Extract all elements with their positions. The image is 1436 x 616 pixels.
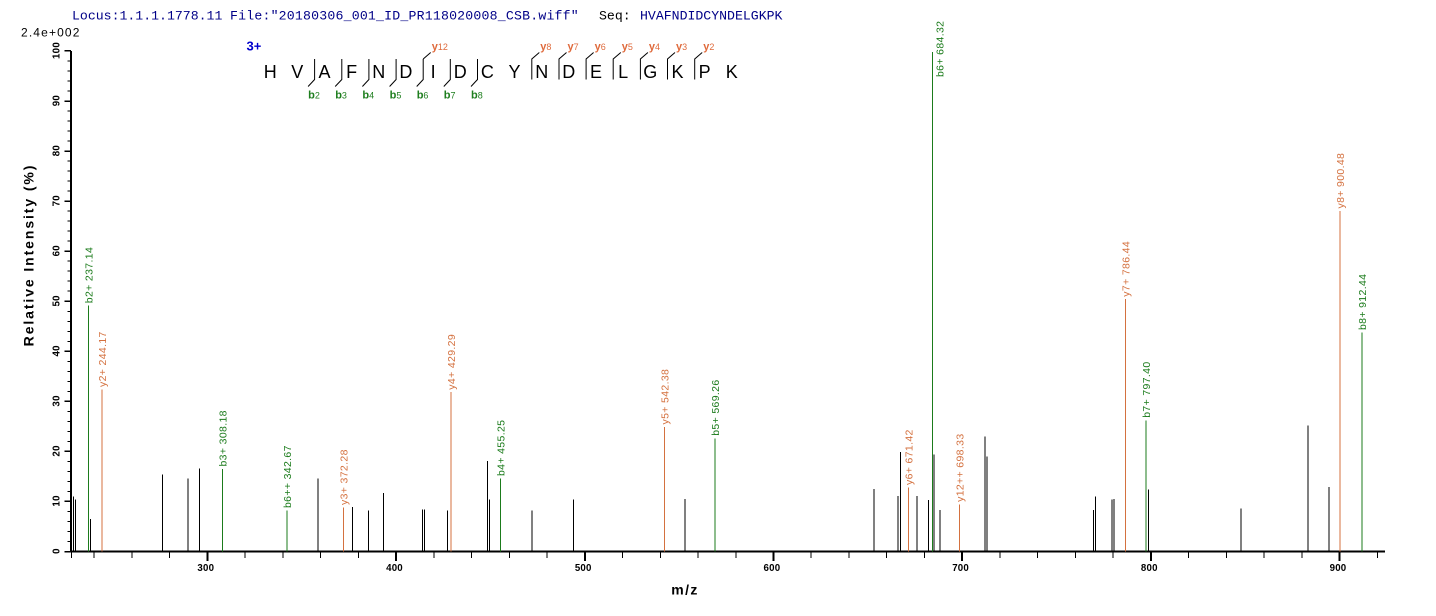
svg-text:D: D (562, 62, 575, 82)
svg-text:C: C (481, 62, 494, 82)
svg-text:y4+ 429.29: y4+ 429.29 (446, 334, 458, 390)
svg-text:Relative Intensity (%): Relative Intensity (%) (21, 164, 37, 347)
svg-text:3+: 3+ (247, 39, 262, 54)
svg-text:y6+ 671.42: y6+ 671.42 (903, 429, 915, 485)
svg-text:D: D (454, 62, 467, 82)
svg-text:b5: b5 (390, 90, 402, 102)
svg-text:20: 20 (51, 445, 62, 456)
svg-text:V: V (291, 62, 303, 82)
svg-text:2.4e+002: 2.4e+002 (21, 26, 81, 40)
svg-text:b5+ 569.26: b5+ 569.26 (710, 379, 722, 435)
svg-text:E: E (590, 62, 602, 82)
svg-text:P: P (699, 62, 711, 82)
svg-text:Y: Y (508, 62, 520, 82)
svg-text:b7+ 797.40: b7+ 797.40 (1141, 361, 1153, 417)
svg-text:y12++ 698.33: y12++ 698.33 (954, 433, 966, 501)
svg-text:y6: y6 (595, 41, 606, 53)
svg-text:y5: y5 (622, 41, 633, 53)
svg-text:y8+ 900.48: y8+ 900.48 (1335, 153, 1347, 209)
svg-text:b6++ 342.67: b6++ 342.67 (282, 445, 294, 508)
svg-text:30: 30 (51, 395, 62, 406)
svg-text:L: L (618, 62, 628, 82)
svg-text:Locus:1.1.1.1778.11: Locus:1.1.1.1778.11 (72, 9, 222, 24)
svg-text:500: 500 (575, 563, 592, 574)
svg-text:K: K (726, 62, 738, 82)
svg-text:b6+ 684.32: b6+ 684.32 (934, 21, 946, 77)
svg-text:y3+ 372.28: y3+ 372.28 (339, 449, 351, 505)
svg-text:0: 0 (51, 548, 62, 554)
svg-text:b6: b6 (417, 90, 429, 102)
svg-text:y7+ 786.44: y7+ 786.44 (1121, 241, 1133, 297)
svg-text:60: 60 (51, 245, 62, 256)
svg-text:y5+ 542.38: y5+ 542.38 (660, 369, 672, 425)
svg-text:80: 80 (51, 145, 62, 156)
svg-text:300: 300 (197, 563, 214, 574)
svg-text:y2: y2 (703, 41, 714, 53)
svg-text:y4: y4 (649, 41, 660, 53)
svg-text:D: D (399, 62, 412, 82)
svg-text:y8: y8 (540, 41, 551, 53)
svg-text:400: 400 (386, 563, 403, 574)
svg-text:50: 50 (51, 295, 62, 306)
svg-text:K: K (671, 62, 683, 82)
svg-text:A: A (318, 62, 330, 82)
svg-text:HVAFNDIDCYNDELGKPK: HVAFNDIDCYNDELGKPK (640, 9, 783, 24)
svg-text:G: G (643, 62, 657, 82)
svg-text:N: N (535, 62, 548, 82)
svg-text:y3: y3 (676, 41, 687, 53)
svg-text:b8: b8 (471, 90, 483, 102)
svg-text:b2+ 237.14: b2+ 237.14 (83, 247, 95, 303)
svg-text:900: 900 (1330, 563, 1347, 574)
svg-text:N: N (372, 62, 385, 82)
svg-text:10: 10 (51, 495, 62, 506)
svg-text:70: 70 (51, 195, 62, 206)
svg-text:H: H (264, 62, 277, 82)
svg-text:b2: b2 (308, 90, 320, 102)
svg-text:y2+ 244.17: y2+ 244.17 (97, 331, 109, 387)
svg-text:600: 600 (764, 563, 781, 574)
svg-text:F: F (346, 62, 357, 82)
svg-text:b4+ 455.25: b4+ 455.25 (495, 420, 507, 476)
svg-text:y7: y7 (568, 41, 579, 53)
svg-text:y12: y12 (432, 41, 448, 53)
svg-text:800: 800 (1141, 563, 1158, 574)
svg-text:Seq:: Seq: (599, 9, 631, 24)
svg-text:b8+ 912.44: b8+ 912.44 (1357, 274, 1369, 330)
svg-text:b4: b4 (362, 90, 374, 102)
svg-text:I: I (431, 62, 436, 82)
svg-text:100: 100 (51, 42, 62, 59)
svg-text:700: 700 (952, 563, 969, 574)
svg-text:b7: b7 (444, 90, 456, 102)
svg-text:b3: b3 (335, 90, 347, 102)
svg-text:40: 40 (51, 345, 62, 356)
svg-text:File:"20180306_001_ID_PR118020: File:"20180306_001_ID_PR118020008_CSB.wi… (230, 9, 579, 24)
svg-text:90: 90 (51, 95, 62, 106)
svg-text:b3+ 308.18: b3+ 308.18 (217, 410, 229, 466)
svg-text:m/z: m/z (671, 582, 699, 598)
